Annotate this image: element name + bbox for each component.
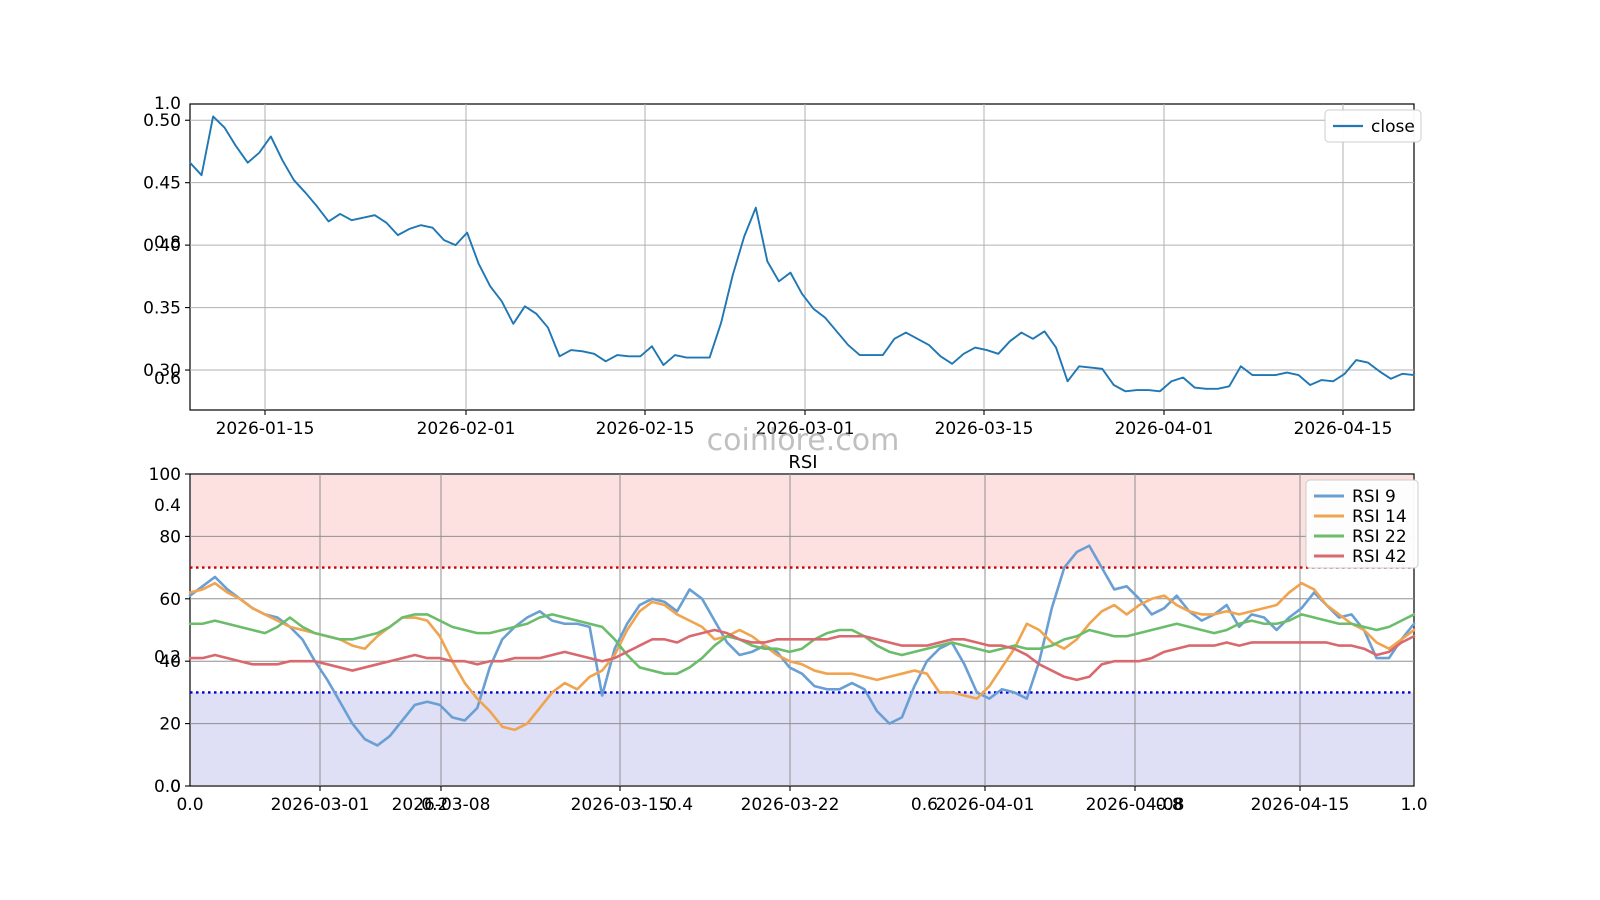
rsi-ytick-label: 40 xyxy=(159,652,181,672)
rsi-xtick-label-secondary: 0.8 xyxy=(1156,795,1183,815)
rsi-legend-label-rsi-9: RSI 9 xyxy=(1352,487,1396,507)
rsi-xtick-label-secondary: 0.0 xyxy=(176,795,203,815)
rsi-xtick-label: 2026-03-15 xyxy=(571,795,670,815)
rsi-oversold-band xyxy=(191,692,1413,785)
price-xtick-label: 2026-04-01 xyxy=(1115,419,1214,439)
rsi-ytick-label-secondary: 0.2 xyxy=(154,648,181,668)
price-xtick-label: 2026-03-01 xyxy=(756,419,855,439)
rsi-xtick-label: 2026-03-08 xyxy=(392,795,491,815)
price-close-line xyxy=(189,115,1415,393)
rsi-xtick-label: 2026-04-15 xyxy=(1251,795,1350,815)
rsi-xtick-label: 2026-03-22 xyxy=(741,795,840,815)
rsi-ytick-label: 20 xyxy=(159,715,181,735)
price-ytick-label-secondary: 0.6 xyxy=(154,369,181,389)
rsi-ytick-label: 80 xyxy=(159,527,181,547)
watermark: coinlore.com xyxy=(707,423,900,458)
price-ytick-label: 0.30 xyxy=(143,361,181,381)
price-ytick-label: 0.50 xyxy=(143,111,181,131)
price-ytick-label: 0.40 xyxy=(143,236,181,256)
rsi-title: RSI xyxy=(788,452,817,473)
rsi-xtick-label: 2026-04-08 xyxy=(1086,795,1185,815)
price-ytick-label-secondary: 0.8 xyxy=(154,233,181,253)
rsi-ytick-label-secondary: 0.0 xyxy=(154,777,181,797)
rsi-xtick-label-secondary: 0.2 xyxy=(421,795,448,815)
rsi-legend-box[interactable] xyxy=(1305,479,1419,569)
rsi-xtick-label: 2026-04-01 xyxy=(936,795,1035,815)
price-xtick-label: 2026-04-15 xyxy=(1294,419,1393,439)
price-ytick-label: 0.35 xyxy=(143,299,181,319)
price-ytick-label-secondary: 1.0 xyxy=(154,94,181,114)
price-plot-area xyxy=(189,103,1415,411)
rsi-ytick-label: 100 xyxy=(149,465,181,485)
price-xtick-label: 2026-03-15 xyxy=(935,419,1034,439)
rsi-legend-label-rsi-22: RSI 22 xyxy=(1352,527,1407,547)
price-xtick-label: 2026-01-15 xyxy=(216,419,315,439)
rsi-ytick-label: 0 xyxy=(170,777,181,797)
rsi-xtick-label-secondary: 1.0 xyxy=(1400,795,1427,815)
price-legend-label-close: close xyxy=(1371,117,1415,137)
rsi-ytick-label-secondary: 0.4 xyxy=(154,496,181,516)
price-xtick-label: 2026-02-01 xyxy=(417,419,516,439)
rsi-xtick-label-secondary: 0.4 xyxy=(666,795,693,815)
rsi-legend-label-rsi-42: RSI 42 xyxy=(1352,547,1407,567)
price-ytick-label: 0.45 xyxy=(143,174,181,194)
rsi-legend-label-rsi-14: RSI 14 xyxy=(1352,507,1407,527)
rsi-ytick-label: 60 xyxy=(159,590,181,610)
rsi-line-rsi-42 xyxy=(188,628,1416,682)
rsi-line-rsi-22 xyxy=(188,613,1416,675)
rsi-xtick-label-secondary: 0.6 xyxy=(911,795,938,815)
rsi-xtick-label: 2026-03-01 xyxy=(271,795,370,815)
rsi-line-rsi-9 xyxy=(188,544,1416,747)
rsi-overbought-band xyxy=(191,475,1413,568)
price-xtick-label: 2026-02-15 xyxy=(596,419,695,439)
price-legend-box[interactable] xyxy=(1324,109,1422,143)
